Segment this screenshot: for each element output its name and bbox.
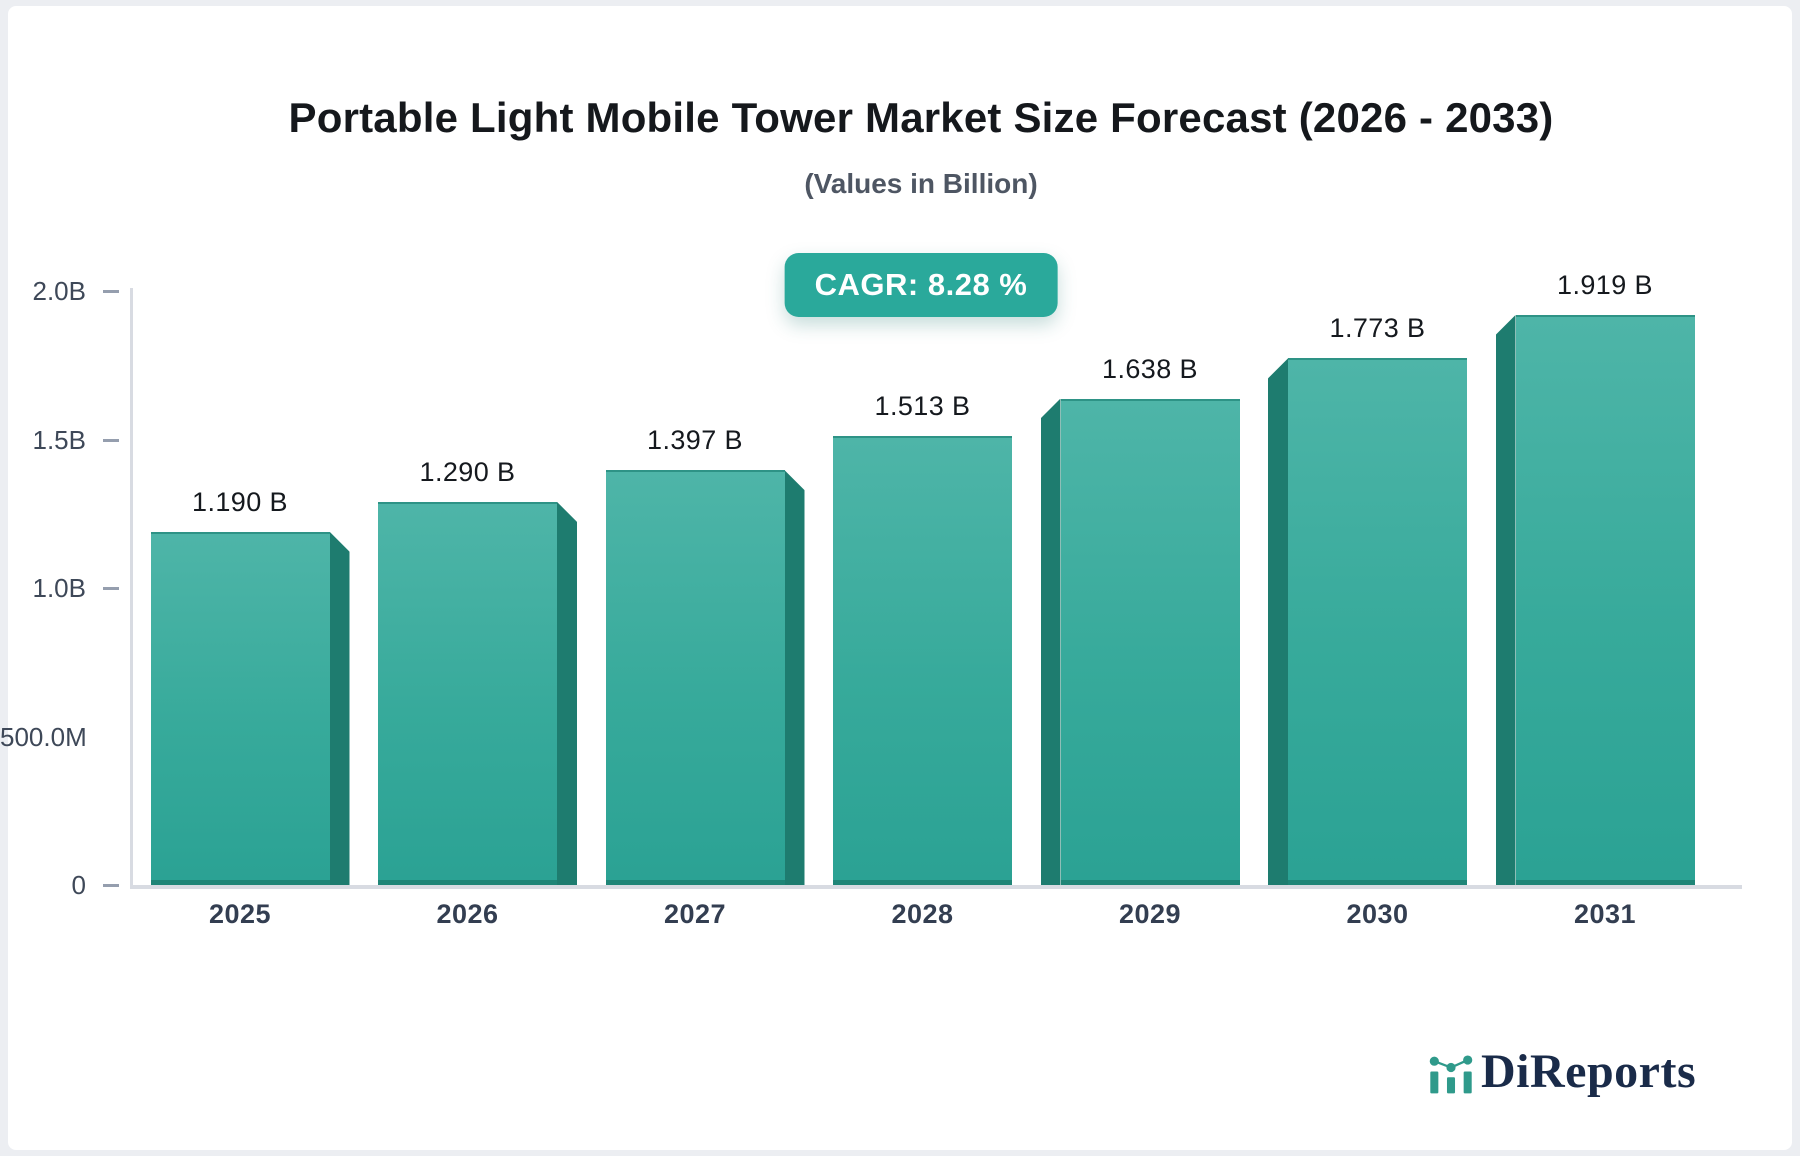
bar-value-label: 1.513 B: [874, 390, 971, 421]
bar-value-label: 1.397 B: [647, 425, 743, 456]
bar: [605, 470, 785, 885]
direports-logo-text: DiReports: [1481, 1045, 1697, 1098]
y-tick-label: 2.0B: [32, 276, 87, 306]
x-tick-label: 2029: [1118, 899, 1182, 929]
x-axis-line: [130, 885, 1742, 889]
y-tick-label: 1.5B: [32, 424, 87, 455]
bar-value-label: 1.638 B: [1102, 353, 1198, 384]
bar-value-label: 1.773 B: [1329, 313, 1426, 344]
direports-logo: DiReports: [1428, 1036, 1696, 1098]
y-tick-label: 500.0M: [0, 721, 87, 752]
cagr-badge: CAGR: 8.28 %: [784, 253, 1058, 317]
bar-3d-side: [784, 470, 805, 885]
chart-title: Portable Light Mobile Tower Market Size …: [288, 94, 1554, 141]
bar-value-label: 1.919 B: [1557, 270, 1653, 301]
bar-3d-side: [557, 501, 577, 885]
x-tick-label: 2031: [1573, 899, 1637, 929]
bar: [1288, 358, 1467, 885]
x-tick-label: 2025: [208, 899, 272, 929]
x-tick-label: 2027: [663, 899, 727, 929]
direports-logo-icon: [1429, 1055, 1473, 1094]
y-tick-dash: [103, 290, 119, 293]
bar: [1060, 398, 1240, 885]
x-tick-label: 2026: [436, 899, 499, 929]
bar-3d-side: [1268, 358, 1288, 885]
bar: [378, 501, 557, 885]
y-tick-label: 0: [71, 870, 86, 900]
bar-value-label: 1.190 B: [192, 486, 288, 517]
bar: [833, 435, 1012, 885]
bar-3d-side: [1040, 398, 1061, 885]
y-tick-dash: [103, 587, 119, 590]
y-axis-line: [130, 288, 133, 888]
y-tick-label: 1.0B: [32, 573, 87, 603]
y-tick-dash: [103, 884, 119, 887]
bar-3d-side: [329, 531, 350, 885]
bar-value-label: 1.290 B: [419, 456, 516, 487]
chart-subtitle: (Values in Billion): [804, 168, 1038, 199]
x-tick-label: 2028: [891, 899, 954, 929]
x-tick-label: 2030: [1346, 899, 1409, 929]
y-tick-dash: [103, 438, 119, 442]
bar: [1515, 315, 1695, 885]
bar: [150, 531, 330, 885]
bar-3d-side: [1495, 315, 1516, 885]
